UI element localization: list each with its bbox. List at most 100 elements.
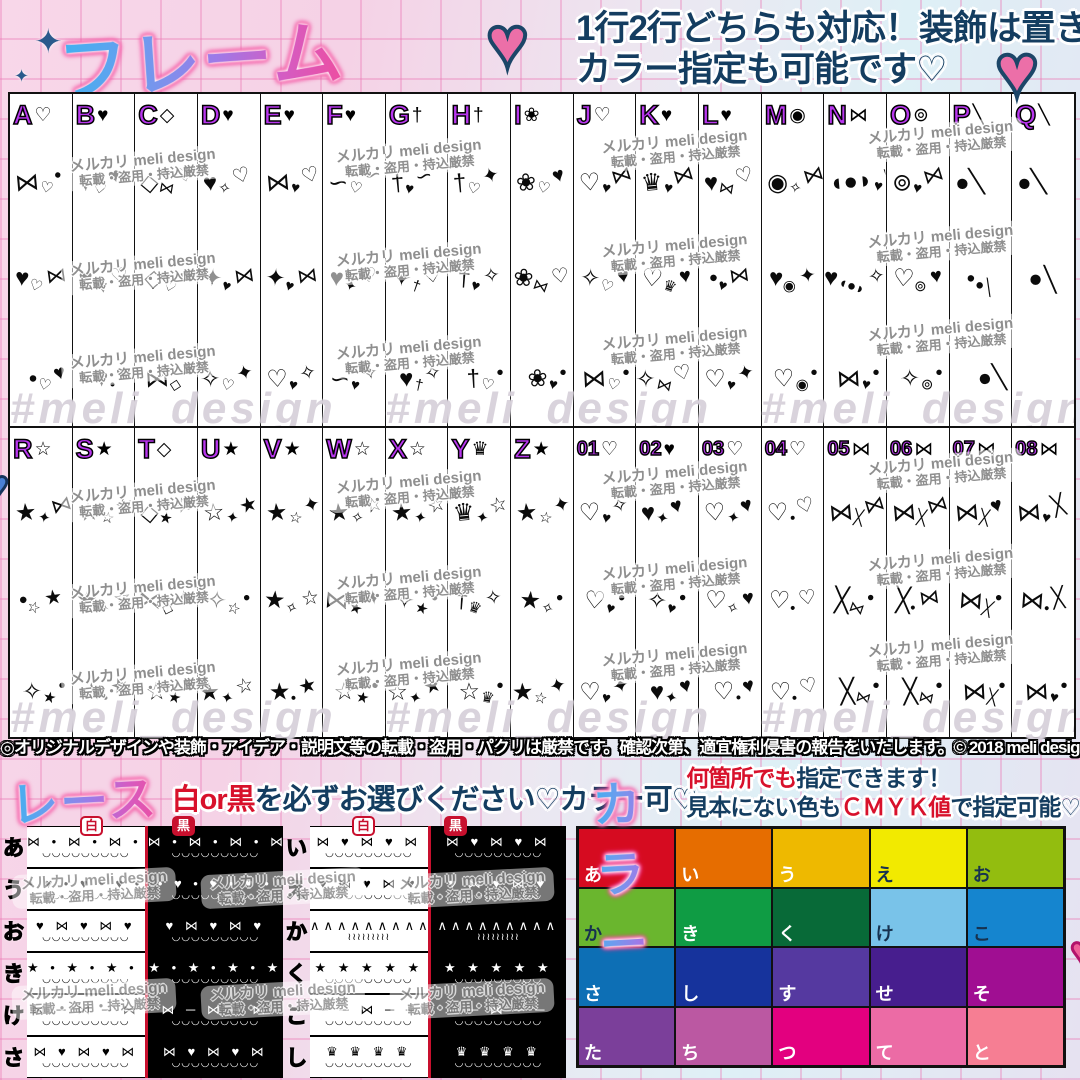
frame-option-W: W ☆ ★ ✧ ☆ ⋈ ★ ✦ ☆ ★ • (322, 428, 386, 737)
motif-glyph: • (241, 586, 252, 610)
lace-edge: ◡◡◡◡◡◡◡◡◡ (171, 1058, 260, 1069)
motif-glyph: ♡ (796, 585, 818, 611)
lace-motifs: ⋈ ♥ ⋈ ♥ ⋈ (316, 834, 422, 849)
lace-edge: ◡◡◡◡◡◡◡◡◡ (325, 1016, 413, 1027)
frame-sample: ♡ ♥ ⋈ (570, 131, 640, 234)
frame-option-id: 01 (576, 438, 600, 460)
frame-sample: ☆ ✦ ★ (194, 464, 263, 559)
motif-glyph: ✧ (787, 178, 803, 198)
motif-glyph: ♥ (677, 673, 695, 699)
color-desc1-rest: 指定できます！ (796, 765, 951, 791)
frame-option-motif-icon: ⊚ (912, 104, 929, 126)
frame-sample: ★ ✦ ☆ (382, 464, 451, 559)
motif-glyph: ❀ (527, 364, 549, 393)
lace-sample-white: ∧∧∧∧∧∧∧∧∧ ≀≀≀≀≀≀≀≀≀ (310, 910, 428, 952)
color-swatch-label: つ (778, 1043, 797, 1063)
motif-glyph: ●╲ (1016, 167, 1048, 198)
lace-row: き★ • ★ • ★ • ★◡◡◡◡◡◡◡◡◡★ • ★ • ★ • ★◡◡◡◡… (0, 952, 566, 994)
motif-glyph: ✧ (481, 264, 502, 289)
frame-sample: ☆ ★ • (133, 645, 199, 738)
motif-glyph: ♥ (739, 673, 758, 699)
frame-option-Y: Y ♛ ♛ ✦ ☆ † ♛ ✧ ☆ ♛ • (447, 428, 511, 737)
motif-glyph: ⋈ (295, 264, 319, 289)
frame-option-E: E ♥ ⋈ ♥ ♡ ✦ ♥ ⋈ ♡ ♥ ✧ (259, 94, 323, 428)
frame-sample: ⋈ ╳ ⋈ (883, 464, 952, 559)
motif-glyph: • (494, 674, 507, 698)
frame-option-label: W ☆ (323, 428, 385, 467)
motif-glyph: ✦ (364, 586, 384, 611)
copyright-notice: ◎オリジナルデザインや装飾・アイデア・説明文等の転載・盗用・パクリは厳禁です。確… (0, 738, 1080, 757)
motif-glyph: ♡ (298, 162, 322, 189)
motif-glyph: ✦ (547, 673, 570, 700)
motif-glyph: ☆ (532, 688, 550, 708)
color-swatch-label: た (584, 1043, 602, 1063)
motif-glyph: ☆ (24, 597, 44, 618)
frame-option-motif-icon: ♥ (344, 104, 356, 126)
frame-option-motif-icon: ☆ (408, 438, 426, 460)
frame-option-label: D ♥ (198, 94, 260, 133)
frame-option-F: F ♥ ∽ ♡ ∽ ♥ ✦ ♡ ∽ ♥ ✧ (322, 94, 385, 428)
frame-option-id: S (75, 433, 95, 464)
frame-sample: ✦ † ♡ (382, 229, 450, 331)
frame-option-id: D (200, 99, 221, 130)
motif-glyph: ✧ (21, 677, 43, 706)
motif-glyph: ◇ (139, 168, 160, 198)
frame-option-S: S ★ ★ ☆ ★ ★ ✦ ☆ ★ • ★ (71, 428, 136, 737)
color-swatch-と: と (966, 1006, 1064, 1066)
frame-option-label: K ♥ (636, 94, 698, 133)
frame-option-08: 08 ⋈ ⋈ ♥ ╳ ⋈ • ╳ ⋈ ♥ • (1011, 428, 1074, 737)
frame-option-id: L (701, 99, 719, 130)
motif-glyph: ╳ (902, 678, 919, 706)
frame-option-X: X ☆ ★ ✦ ☆ ✧ ★ • ☆ ✦ ★ (382, 428, 451, 738)
frame-sample: ✧ ♡ ✦ (195, 328, 262, 429)
color-desc2-post: で指定可能♡ (950, 793, 1080, 820)
motif-glyph: ⋈ (48, 491, 75, 519)
lace-edge: ◡◡◡◡◡◡◡◡◡ (454, 974, 543, 985)
motif-glyph: ✧ (899, 364, 921, 393)
lace-motifs: ⋈ ─ ⋈ ─ ⋈ (161, 1002, 270, 1017)
frame-option-07: 07 ⋈ ⋈ ╳ ♥ ⋈ ╳ • ⋈ ╳ • (946, 428, 1015, 737)
frame-option-label: H † (448, 94, 510, 133)
color-header: ✦ カラー 何箇所でも指定できます！ 見本にない色もＣＭＹＫ値で指定可能♡ (591, 764, 1080, 974)
motif-glyph: • (993, 586, 1004, 610)
frame-option-motif-icon: ⋈ (848, 104, 868, 126)
motif-glyph: ☆ (385, 678, 409, 707)
motif-glyph: ★ (74, 586, 98, 615)
lace-motifs: ★ • ★ • ★ • ★ (27, 960, 145, 975)
frame-option-label: R ☆ (10, 428, 72, 467)
lace-sample-black: ⋈ ♥ ⋈ ♥ ⋈ ◡◡◡◡◡◡◡◡◡ (147, 1036, 283, 1078)
lace-divider (427, 952, 431, 994)
frame-option-label: Y ♛ (448, 428, 510, 467)
motif-glyph: ♡ (265, 365, 289, 394)
frame-option-motif-icon: ♥ (660, 104, 673, 126)
motif-glyph: ★ (412, 597, 431, 619)
frame-sample: • ♡ ♥ (7, 328, 74, 429)
frame-option-id: I (513, 99, 522, 130)
lace-motifs: ⋈ ♥ ⋈ ♥ ⋈ (445, 834, 551, 849)
motif-glyph: ╳ (1049, 493, 1068, 519)
frame-option-motif-icon: ◇ (159, 104, 175, 126)
motif-glyph: ★ (267, 678, 291, 707)
motif-glyph: ♡ (466, 178, 483, 198)
color-swatch-そ: そ (966, 947, 1064, 1007)
motif-glyph: ♡ (767, 586, 791, 615)
frame-option-id: U (200, 433, 221, 464)
frame-sample: ⋈ ╳ ♥ (946, 464, 1015, 559)
lace-sample-black: ⋈ ─ ⋈ ─ ⋈ ◡◡◡◡◡◡◡◡◡ (147, 994, 283, 1036)
color-swatch-label: す (778, 983, 797, 1004)
lace-edge: ◡◡◡◡◡◡◡◡◡ (454, 1058, 543, 1069)
motif-glyph: ✧ (349, 508, 365, 528)
motif-glyph: • (869, 361, 883, 385)
lace-divider (144, 994, 148, 1036)
frame-sample: ☆ ✦ ★ (384, 645, 450, 738)
frame-sample: ╳ ⋈ • (885, 645, 951, 738)
lace-option-id: か (285, 920, 307, 944)
motif-glyph: ⋈ (799, 162, 826, 189)
motif-glyph: ╳ (985, 687, 998, 707)
motif-glyph: • (429, 586, 440, 610)
motif-glyph: ★ (511, 678, 535, 707)
lace-option-う: う • ♥ • ♥ • ♥ • ◡◡◡◡◡◡◡◡◡ • ♥ • ♥ • ♥ • ◡◡◡◡… (0, 868, 283, 910)
color-swatch-た: た (578, 1006, 676, 1066)
color-swatch-label: せ (875, 983, 894, 1004)
color-desc-line2: 見本にない色もＣＭＹＫ値で指定可能♡ (686, 793, 1080, 822)
